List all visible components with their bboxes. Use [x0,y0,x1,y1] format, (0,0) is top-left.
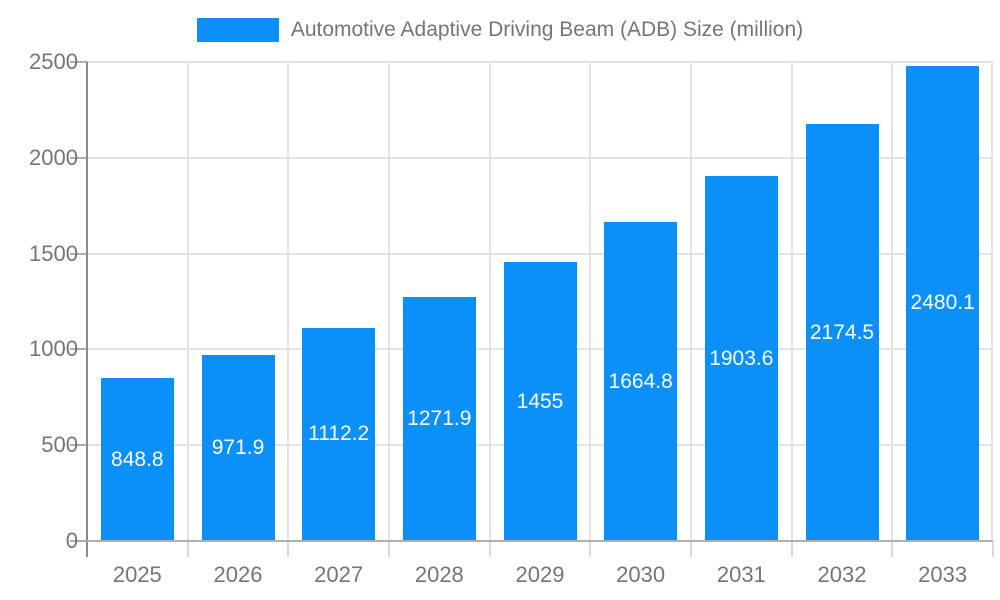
x-axis-baseline [87,540,993,542]
v-gridline [287,62,290,541]
y-axis-label: 2000 [29,144,78,170]
y-tick [70,252,87,255]
x-axis-label: 2032 [817,562,867,587]
v-gridline [991,62,993,541]
y-axis-label: 1000 [29,336,78,362]
v-gridline [589,62,592,541]
x-tick [690,541,692,557]
y-axis-label: 500 [41,432,78,458]
y-axis-label: 0 [65,528,78,553]
bar[interactable]: 1112.2 [302,327,376,541]
bar-value-label: 1112.2 [308,422,370,446]
v-gridline [891,62,894,541]
h-gridline [87,61,993,63]
x-tick [186,541,189,557]
y-tick [70,348,87,351]
bar-value-label: 1903.6 [709,346,774,370]
x-axis-label: 2028 [414,562,464,587]
bar-value-label: 848.8 [111,447,164,471]
bar-value-label: 1271.9 [407,407,472,431]
h-gridline [87,252,993,255]
v-gridline [790,62,793,541]
x-tick [790,541,793,557]
y-axis-label: 2500 [29,49,78,74]
bar[interactable]: 1271.9 [402,297,476,541]
x-axis-label: 2026 [213,562,263,587]
x-axis-label: 2029 [515,562,565,587]
bar-value-label: 1455 [516,389,564,413]
x-tick [287,541,290,557]
v-gridline [186,62,189,541]
bar[interactable]: 2174.5 [805,124,879,541]
bar[interactable]: 848.8 [100,378,174,541]
v-gridline [388,62,390,541]
x-axis-label: 2031 [716,562,766,587]
v-gridline [488,62,491,541]
x-axis-label: 2027 [314,562,364,587]
bar-value-label: 971.9 [211,435,265,459]
x-axis-label: 2030 [616,562,666,587]
x-tick [992,541,994,557]
x-tick [589,541,592,557]
bar[interactable]: 971.9 [201,354,275,541]
x-tick [891,541,894,557]
v-gridline [690,62,692,541]
bar[interactable]: 1455 [503,262,577,541]
y-tick [70,540,87,542]
y-tick [70,444,87,447]
x-axis-label: 2033 [918,562,968,587]
bar-value-label: 1664.8 [608,369,673,393]
bar-value-label: 2480.1 [910,291,975,315]
x-tick [388,541,390,557]
bar[interactable]: 1664.8 [604,222,678,541]
x-tick [488,541,491,557]
plot-area: 848.8 971.9 1112.2 1271.9 1455 1664.8 1903.6 21… [86,61,993,557]
x-axis-label: 2025 [112,562,162,587]
y-tick [70,61,87,63]
bar-value-label: 2174.5 [809,320,875,344]
legend-label: Automotive Adaptive Driving Beam (ADB) S… [290,18,804,41]
y-axis-label: 1500 [29,240,78,266]
y-tick [70,156,87,159]
h-gridline [87,156,993,159]
legend-swatch [196,18,279,42]
chart-legend[interactable]: Automotive Adaptive Driving Beam (ADB) S… [0,18,1000,42]
bar[interactable]: 1903.6 [704,176,778,541]
y-axis-line [86,62,88,557]
bar[interactable]: 2480.1 [906,65,980,541]
